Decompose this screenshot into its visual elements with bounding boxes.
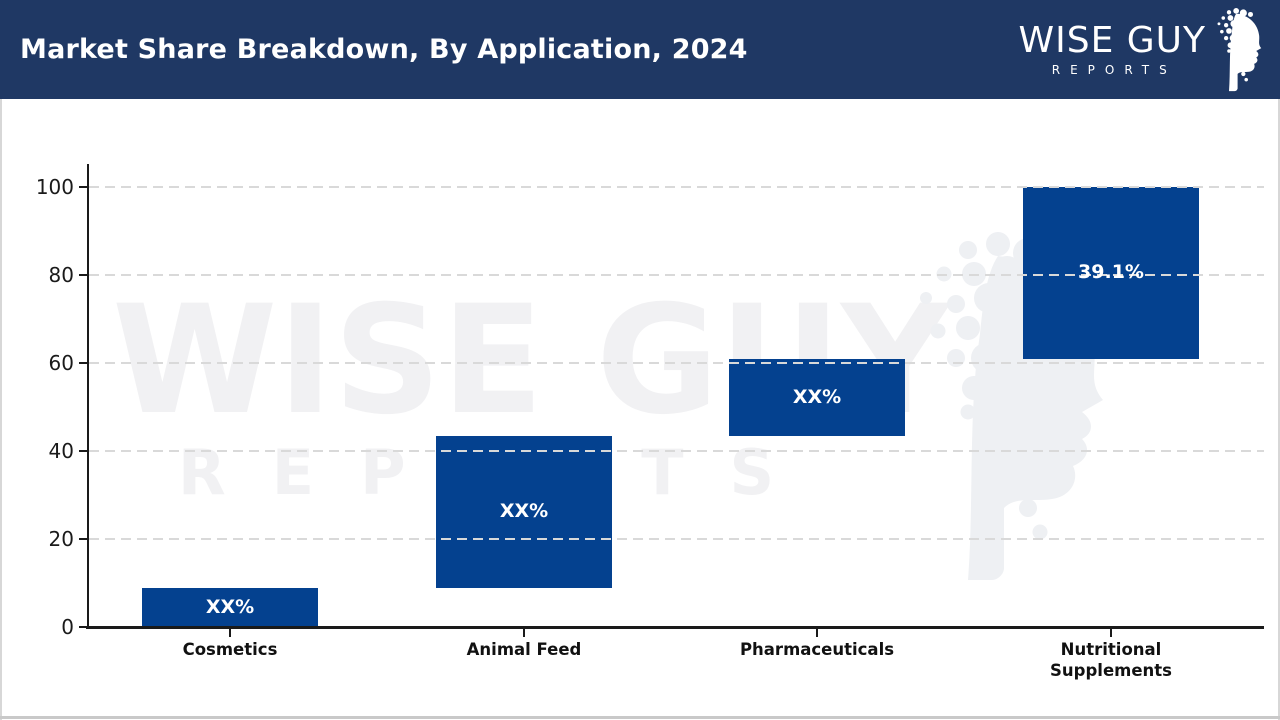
- brand-subtext: REPORTS: [1051, 62, 1177, 77]
- bar-label-animal-feed: XX%: [499, 500, 549, 523]
- gridline-40: [89, 450, 1264, 452]
- bar-cosmetics: [142, 588, 318, 627]
- x-tick-mark-1: [229, 629, 231, 637]
- y-tick-mark-0: [79, 626, 87, 628]
- bar-label-cosmetics: XX%: [205, 595, 255, 618]
- y-tick-mark-40: [79, 450, 87, 452]
- page-title: Market Share Breakdown, By Application, …: [20, 34, 748, 65]
- gridline-60: [89, 362, 1264, 364]
- x-axis-line: [86, 626, 1264, 629]
- category-label-nutritional-supplements: Nutritional Supplements: [1050, 640, 1172, 680]
- y-tick-label-100: 100: [35, 175, 74, 199]
- brand-wordmark: WISE GUY: [1018, 19, 1206, 61]
- y-tick-mark-100: [79, 186, 87, 188]
- page-border-left: [0, 99, 2, 720]
- category-label-animal-feed: Animal Feed: [466, 640, 582, 659]
- header: Market Share Breakdown, By Application, …: [0, 0, 1280, 99]
- x-tick-mark-3: [816, 629, 818, 637]
- y-tick-mark-80: [79, 274, 87, 276]
- y-axis-line: [87, 164, 89, 629]
- bar-nutritional-supplements: [1023, 187, 1199, 360]
- x-tick-mark-2: [523, 629, 525, 637]
- y-tick-label-80: 80: [48, 263, 74, 287]
- y-tick-mark-60: [79, 362, 87, 364]
- x-tick-mark-4: [1110, 629, 1112, 637]
- y-tick-label-40: 40: [48, 439, 74, 463]
- bar-label-nutritional-supplements: 39.1%: [1078, 261, 1144, 284]
- page-border-bottom: [0, 716, 1280, 719]
- gridline-80: [89, 274, 1264, 276]
- gridline-100: [89, 186, 1264, 188]
- y-tick-label-20: 20: [48, 527, 74, 551]
- y-tick-mark-20: [79, 538, 87, 540]
- page-border-right: [1278, 99, 1280, 720]
- brand-head-icon: [1217, 7, 1262, 91]
- bar-label-pharmaceuticals: XX%: [792, 385, 842, 408]
- category-label-cosmetics: Cosmetics: [182, 640, 278, 659]
- gridline-20: [89, 538, 1264, 540]
- bar-pharmaceuticals: [729, 359, 905, 437]
- brand-logo-text: WISE GUY REPORTS: [1018, 19, 1207, 77]
- y-tick-label-0: 0: [61, 615, 74, 639]
- bar-animal-feed: [436, 436, 612, 589]
- category-label-pharmaceuticals: Pharmaceuticals: [739, 640, 895, 659]
- y-tick-label-60: 60: [48, 351, 74, 375]
- brand-logo: WISE GUY REPORTS: [1019, 0, 1267, 99]
